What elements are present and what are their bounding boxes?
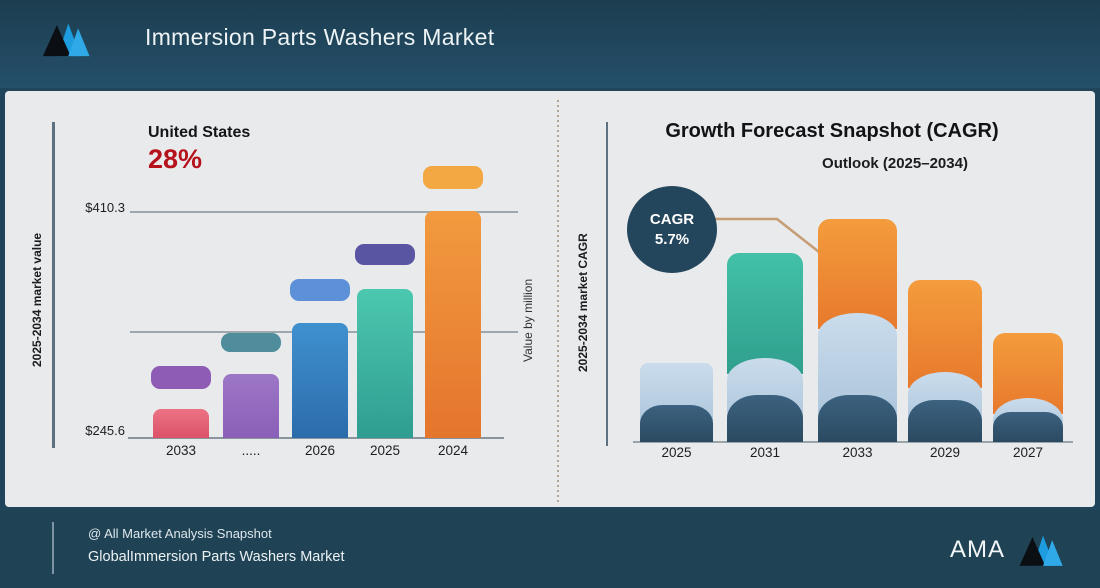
- left-chart-ytick-bottom: $245.6: [85, 423, 125, 438]
- bar-2024: [425, 211, 481, 438]
- ama-logo-icon: [1019, 535, 1063, 566]
- footer-caption: GlobalImmersion Parts Washers Market: [88, 549, 345, 565]
- x-label-.....: .....: [241, 443, 261, 458]
- left-chart-y-axis: [52, 122, 55, 448]
- bar-2026: [292, 323, 348, 438]
- bar-.....: [223, 374, 279, 438]
- x-label-2024: 2024: [437, 443, 469, 458]
- x-label-2025: 2025: [661, 445, 692, 460]
- footer: @ All Market Analysis Snapshot GlobalImm…: [0, 510, 1100, 588]
- cagr-badge-value: 5.7%: [654, 230, 690, 248]
- panel-divider: [557, 100, 559, 502]
- x-label-2033: 2033: [165, 443, 197, 458]
- footer-attribution: @ All Market Analysis Snapshot: [88, 526, 272, 541]
- left-chart-right-axis-label: Value by million: [521, 278, 535, 362]
- stack-base-2033: [818, 395, 897, 442]
- cagr-connector-line: [712, 217, 820, 253]
- x-label-2029: 2029: [929, 445, 961, 460]
- right-chart-y-axis-label: 2025-2034 market CAGR: [576, 233, 590, 372]
- footer-brand-name: AMA: [950, 536, 1006, 563]
- x-label-2033: 2033: [842, 445, 873, 460]
- stack-top-2033: [818, 219, 897, 329]
- page-title: Immersion Parts Washers Market: [145, 24, 495, 50]
- footer-divider-line: [52, 522, 54, 574]
- left-chart-highlight-value: 28%: [148, 144, 203, 174]
- right-chart-subtitle: Outlook (2025–2034): [822, 155, 968, 172]
- bar-2033: [153, 409, 209, 438]
- stack-base-2025: [640, 405, 713, 442]
- left-chart-y-axis-label: 2025-2034 market value: [30, 232, 44, 368]
- x-label-2027: 2027: [1012, 445, 1044, 460]
- x-label-2025: 2025: [369, 443, 401, 458]
- bar-cap-.....: [221, 333, 281, 352]
- right-chart-y-axis: [606, 122, 608, 446]
- bar-cap-2026: [290, 279, 350, 301]
- stack-base-2031: [727, 395, 803, 442]
- stack-base-2027: [993, 412, 1063, 442]
- header: Immersion Parts Washers Market: [0, 0, 1100, 88]
- left-chart-x-axis: [128, 437, 504, 439]
- x-label-2026: 2026: [304, 443, 336, 458]
- footer-brand: AMA: [950, 530, 1065, 570]
- left-chart-ytick-top: $410.3: [85, 200, 125, 215]
- stack-base-2029: [908, 400, 982, 442]
- left-gridline-0: [130, 211, 518, 213]
- x-label-2031: 2031: [749, 445, 781, 460]
- stack-top-2031: [727, 253, 803, 374]
- bar-cap-2024: [423, 166, 483, 189]
- bar-cap-2033: [151, 366, 211, 389]
- left-chart-region-label: United States: [148, 124, 251, 141]
- ama-logo-icon: [42, 23, 90, 57]
- bar-cap-2025: [355, 244, 415, 265]
- right-chart-title: Growth Forecast Snapshot (CAGR): [665, 120, 999, 142]
- cagr-badge: CAGR 5.7%: [627, 186, 717, 273]
- bar-2025: [357, 289, 413, 438]
- stack-top-2029: [908, 280, 982, 388]
- cagr-badge-label: CAGR: [649, 211, 695, 228]
